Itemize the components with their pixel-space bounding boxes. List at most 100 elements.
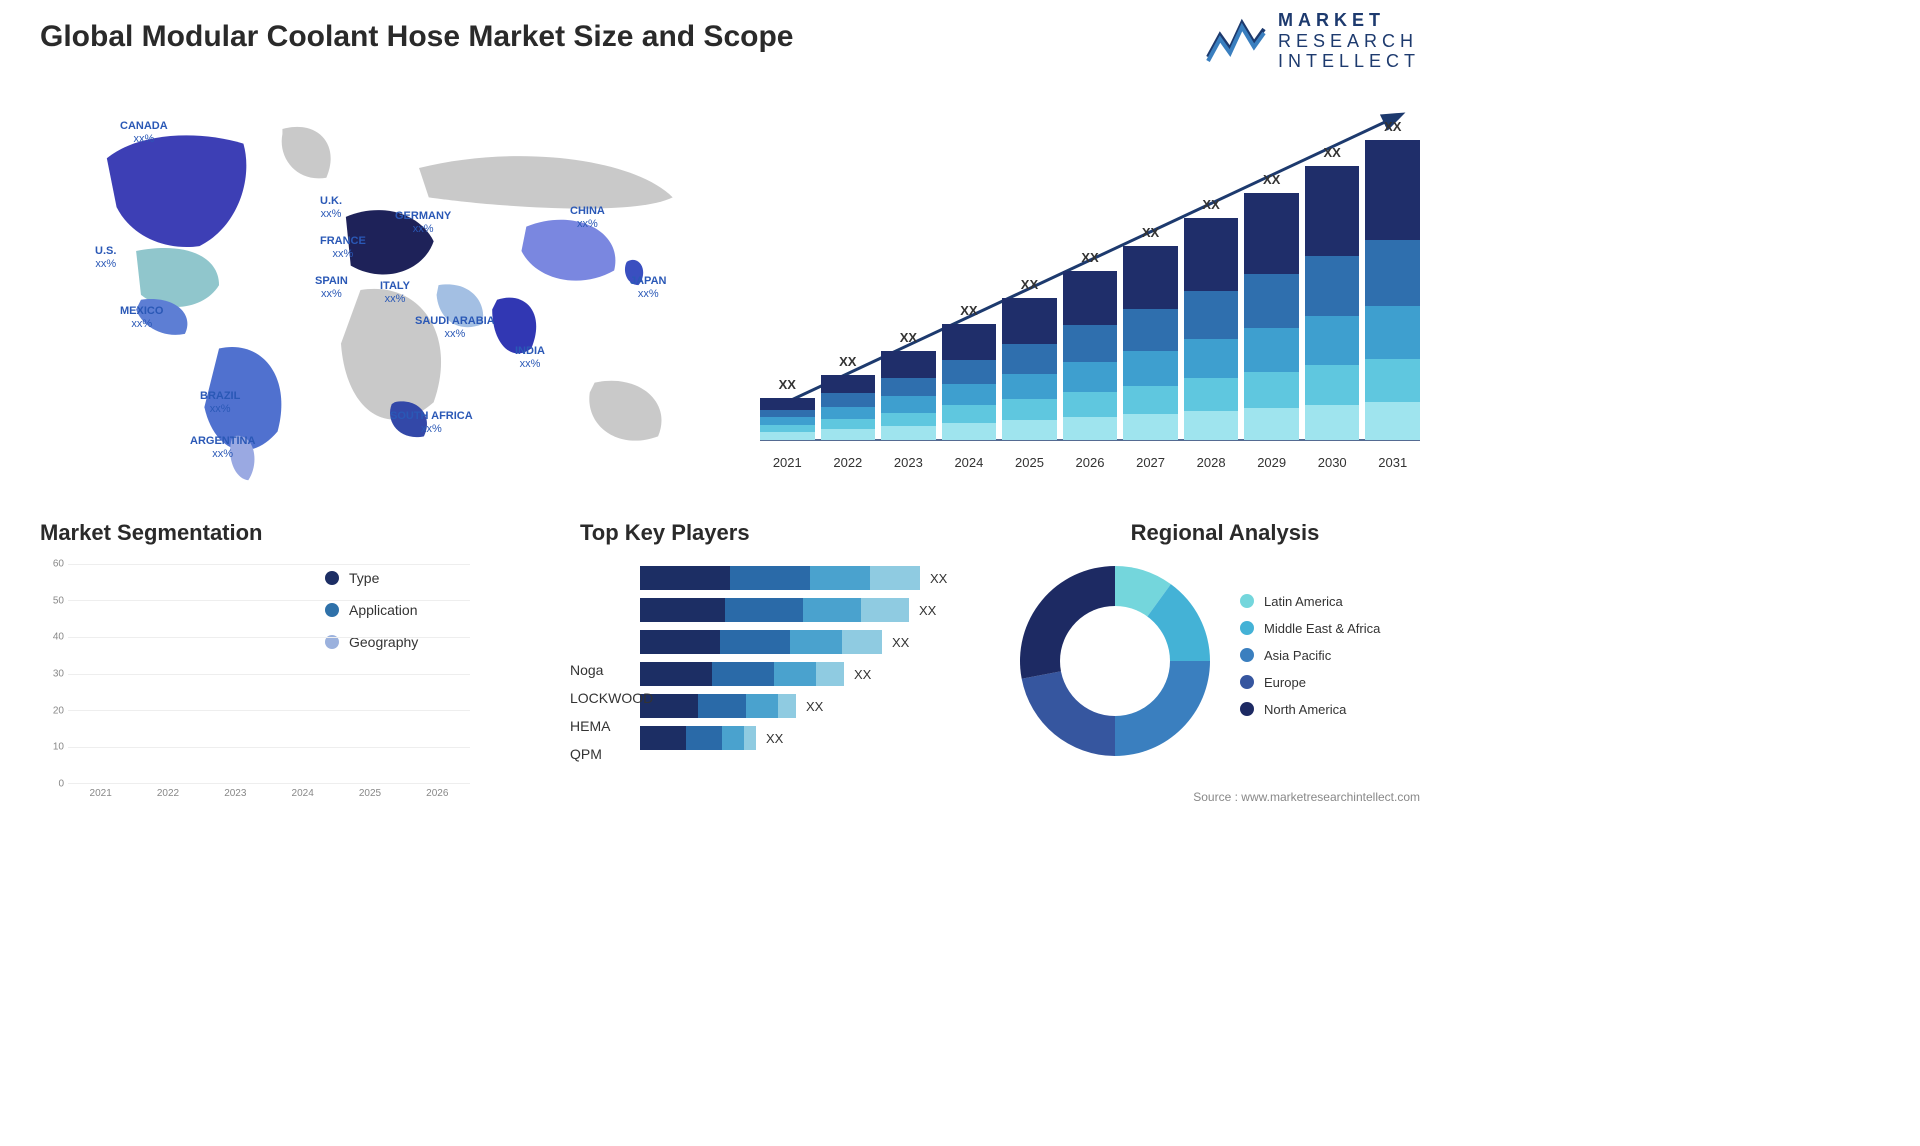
mainbar-segment (881, 396, 936, 413)
mainbar-column: XX (1063, 271, 1118, 440)
mainbar-segment (1123, 414, 1178, 440)
mainbar-column: XX (1002, 298, 1057, 440)
legend-swatch (1240, 648, 1254, 662)
legend-label: North America (1264, 702, 1346, 717)
kp-row: XX (640, 662, 1000, 686)
mainbar-year-label: 2022 (821, 455, 876, 470)
map-label: JAPANxx% (630, 275, 666, 300)
kp-segment (686, 726, 722, 750)
kp-segment (730, 566, 810, 590)
mainbar-year-label: 2023 (881, 455, 936, 470)
seg-year-label: 2025 (341, 788, 398, 799)
legend-swatch (1240, 621, 1254, 635)
mainbar-year-label: 2024 (942, 455, 997, 470)
mainbar-segment (1244, 328, 1299, 372)
mainbar-segment (1244, 408, 1299, 440)
mainbar-segment (1123, 309, 1178, 351)
kp-name: LOCKWOOD (570, 684, 653, 712)
key-players-chart: XXXXXXXXXXXX NogaLOCKWOODHEMAQPM (580, 566, 1000, 786)
mainbar-segment (1184, 411, 1239, 440)
brand-logo-icon (1206, 17, 1266, 65)
mainbar-segment (760, 417, 815, 425)
mainbar-column: XX (1305, 166, 1360, 440)
mainbar-segment (1063, 325, 1118, 361)
kp-bar (640, 598, 909, 622)
mainbar-value-label: XX (881, 330, 936, 345)
mainbar-segment (881, 351, 936, 378)
seg-year-label: 2022 (139, 788, 196, 799)
kp-name: Noga (570, 656, 653, 684)
seg-ytick: 10 (53, 742, 64, 753)
page-title: Global Modular Coolant Hose Market Size … (40, 20, 793, 54)
mainbar-segment (881, 426, 936, 440)
mainbar-segment (942, 405, 997, 423)
map-label: ITALYxx% (380, 280, 410, 305)
regional-title: Regional Analysis (1015, 520, 1435, 546)
mainbar-segment (821, 375, 876, 393)
map-region-rus (419, 156, 673, 208)
mainbar-segment (1305, 316, 1360, 364)
kp-bar (640, 566, 920, 590)
seg-ytick: 40 (53, 632, 64, 643)
map-region-afr (341, 289, 441, 420)
segmentation-chart: 0102030405060 (40, 564, 470, 784)
ra-legend-item: Middle East & Africa (1240, 621, 1380, 636)
kp-segment (698, 694, 746, 718)
kp-value-label: XX (930, 571, 947, 586)
kp-segment (842, 630, 882, 654)
mainbar-segment (881, 413, 936, 427)
kp-segment (640, 598, 725, 622)
mainbar-year-label: 2027 (1123, 455, 1178, 470)
mainbar-segment (1365, 359, 1420, 403)
kp-name: QPM (570, 740, 653, 768)
mainbar-column: XX (821, 375, 876, 440)
ra-legend-item: Europe (1240, 675, 1380, 690)
world-map: CANADAxx%U.S.xx%MEXICOxx%BRAZILxx%ARGENT… (40, 90, 720, 490)
kp-segment (870, 566, 920, 590)
mainbar-year-label: 2031 (1365, 455, 1420, 470)
seg-ytick: 20 (53, 705, 64, 716)
legend-swatch (1240, 594, 1254, 608)
kp-value-label: XX (766, 731, 783, 746)
mainbar-segment (1184, 218, 1239, 290)
mainbar-year-label: 2026 (1063, 455, 1118, 470)
map-region-grn (282, 127, 331, 179)
kp-segment (640, 566, 730, 590)
mainbar-segment (1002, 298, 1057, 343)
mainbar-value-label: XX (1063, 250, 1118, 265)
mainbar-value-label: XX (1305, 145, 1360, 160)
source-text: Source : www.marketresearchintellect.com (1193, 790, 1420, 804)
map-region-aus (589, 381, 661, 441)
mainbar-segment (942, 360, 997, 384)
mainbar-segment (1244, 372, 1299, 408)
mainbar-value-label: XX (942, 303, 997, 318)
mainbar-value-label: XX (1365, 119, 1420, 134)
mainbar-segment (821, 407, 876, 419)
mainbar-value-label: XX (1184, 197, 1239, 212)
kp-bar (640, 694, 796, 718)
mainbar-segment (1002, 399, 1057, 420)
mainbar-segment (1365, 140, 1420, 239)
mainbar-segment (942, 324, 997, 360)
kp-row: XX (640, 566, 1000, 590)
kp-row: XX (640, 726, 1000, 750)
kp-value-label: XX (892, 635, 909, 650)
map-label: MEXICOxx% (120, 305, 163, 330)
mainbar-segment (821, 419, 876, 430)
mainbar-segment (821, 429, 876, 440)
kp-segment (720, 630, 790, 654)
kp-segment (712, 662, 774, 686)
mainbar-segment (1002, 344, 1057, 374)
map-label: CHINAxx% (570, 205, 605, 230)
seg-year-label: 2024 (274, 788, 331, 799)
map-label: INDIAxx% (515, 345, 545, 370)
regional-donut (1015, 561, 1215, 761)
mainbar-segment (1184, 339, 1239, 378)
seg-ytick: 30 (53, 669, 64, 680)
seg-year-label: 2021 (72, 788, 129, 799)
seg-year-label: 2023 (207, 788, 264, 799)
key-players-title: Top Key Players (580, 520, 1000, 546)
mainbar-value-label: XX (760, 377, 815, 392)
kp-segment (640, 630, 720, 654)
kp-row: XX (640, 598, 1000, 622)
